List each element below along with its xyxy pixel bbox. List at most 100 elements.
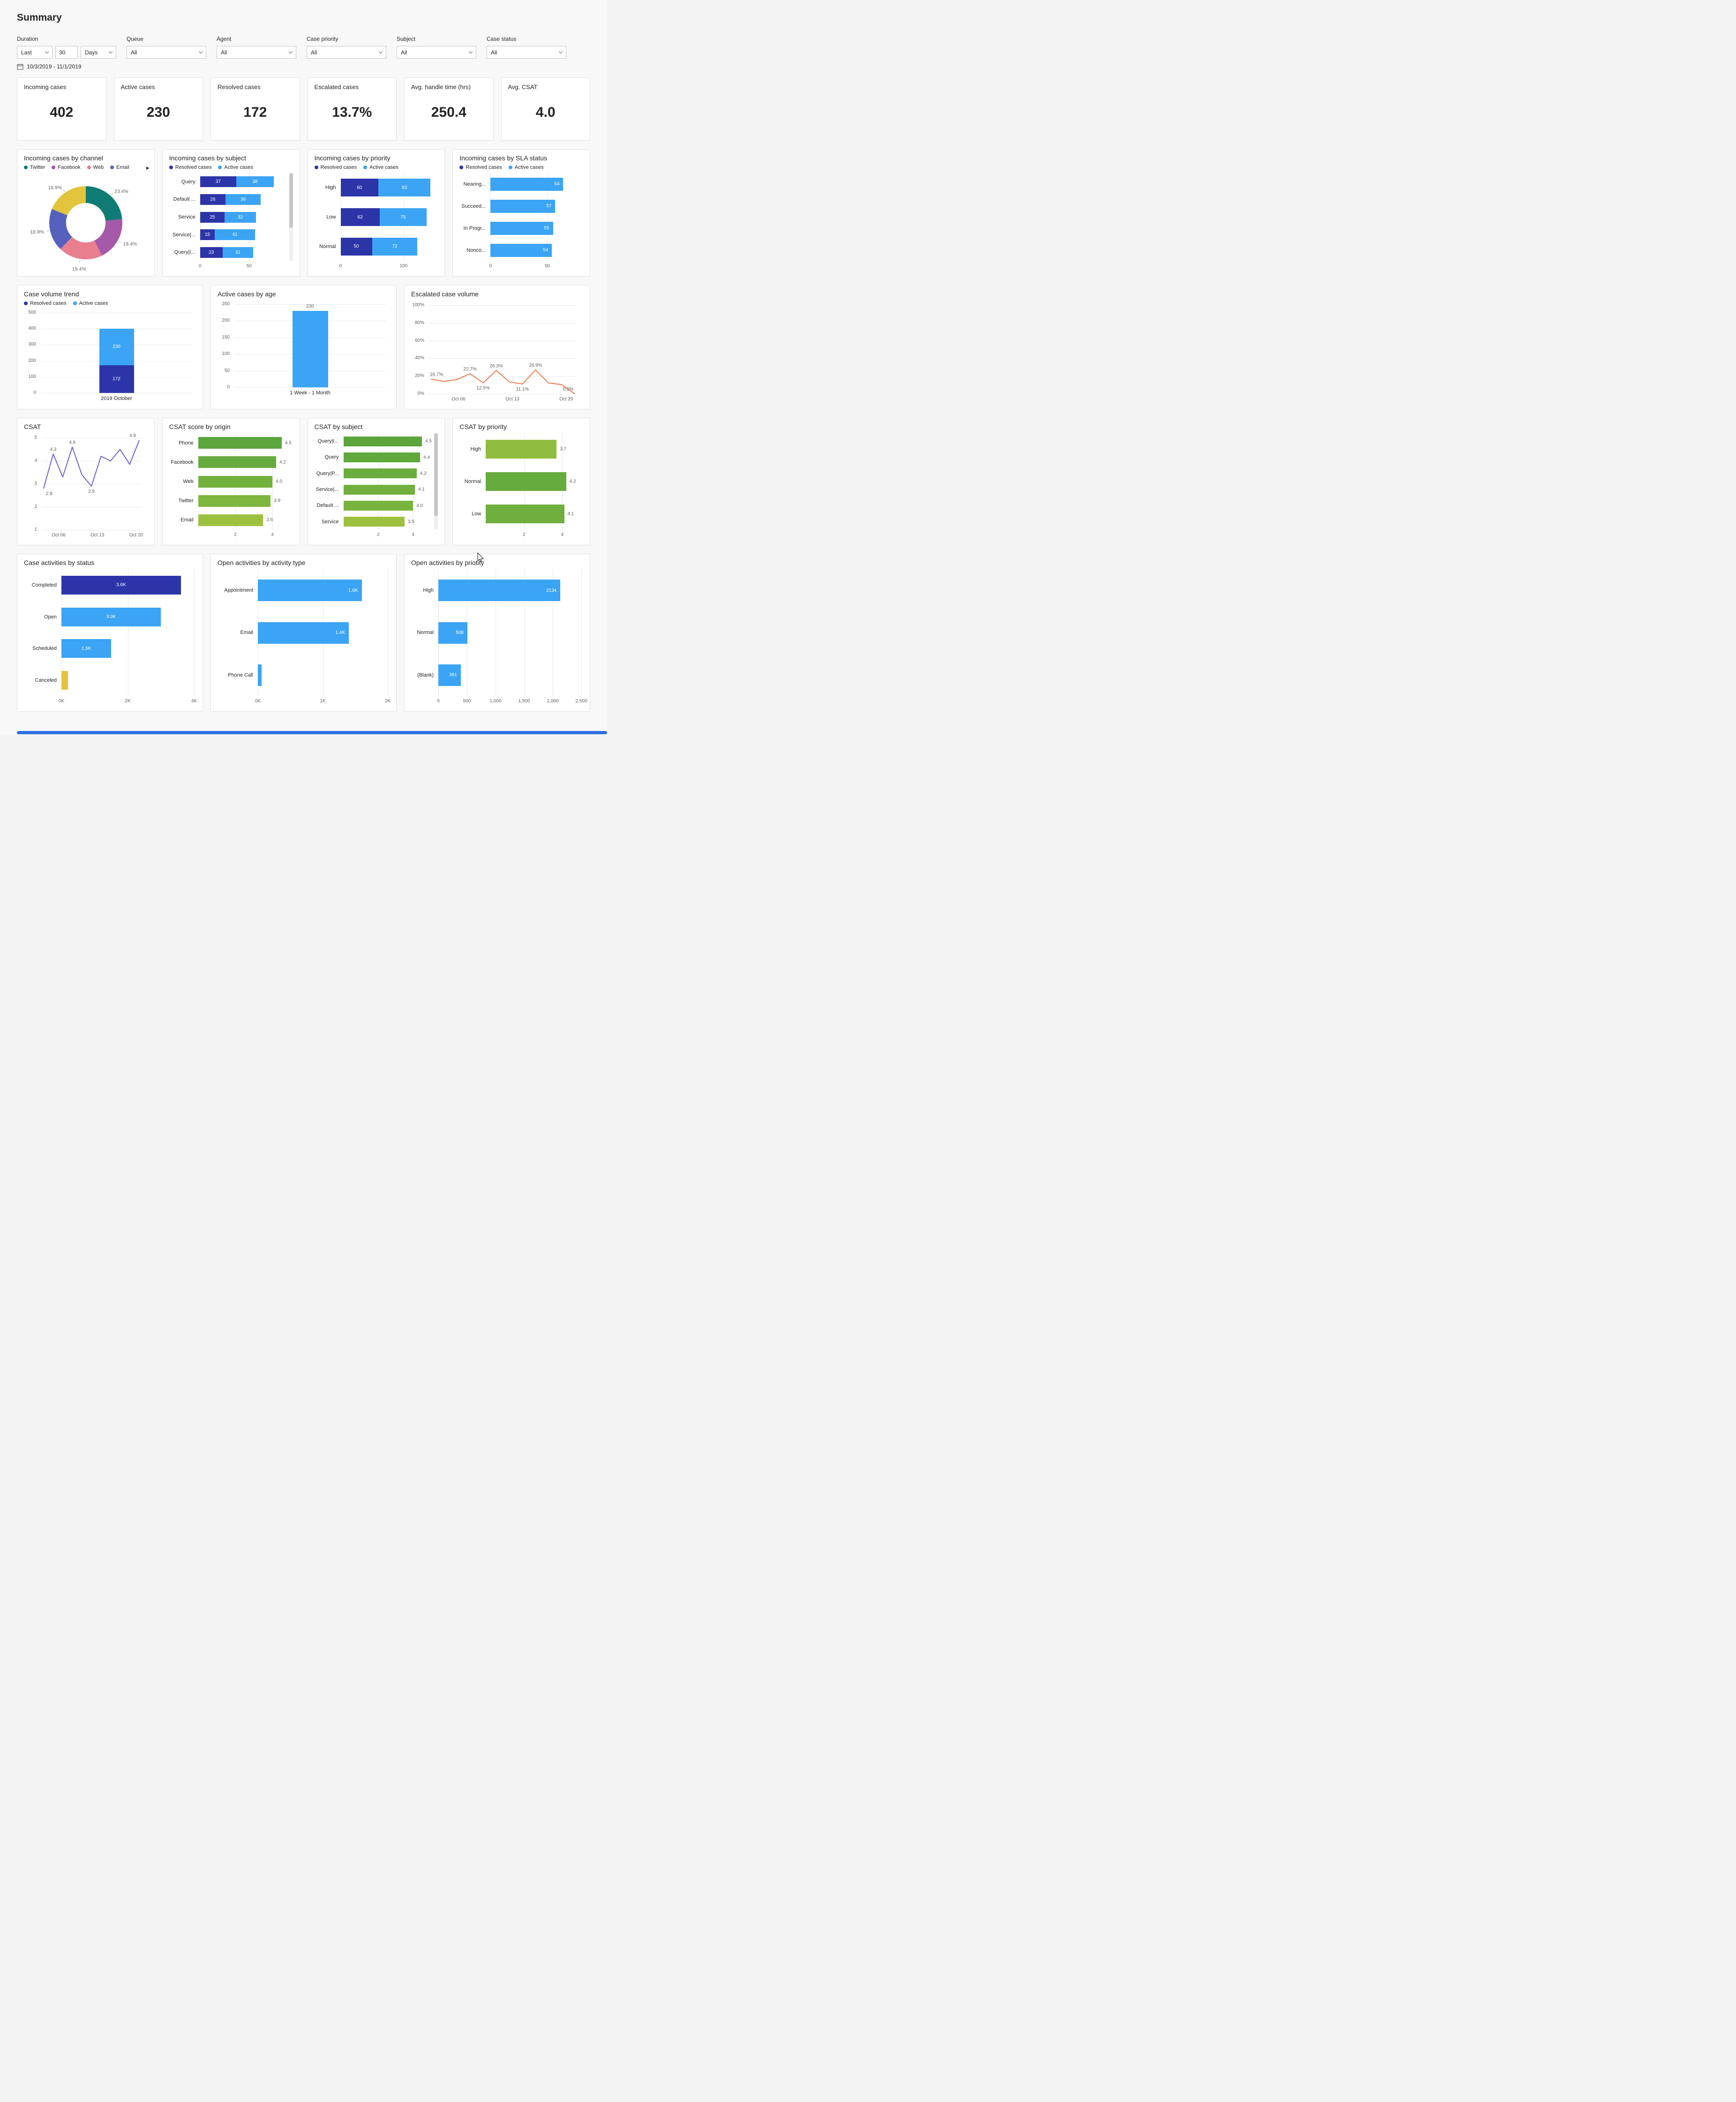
bar[interactable] <box>198 456 277 468</box>
legend-item[interactable]: Resolved cases <box>169 165 211 170</box>
x-axis-tick-label: 50 <box>544 264 550 269</box>
date-range[interactable]: 10/3/2019 - 11/1/2019 <box>17 63 590 70</box>
trend-line[interactable] <box>430 369 575 394</box>
grid-line <box>581 569 582 696</box>
horizontal-scrollbar[interactable] <box>17 731 607 734</box>
bar[interactable] <box>198 514 263 526</box>
legend-item[interactable]: Web <box>87 165 104 170</box>
bar[interactable]: 54 <box>490 243 552 257</box>
legend-item[interactable]: Resolved cases <box>314 165 357 170</box>
legend-item[interactable]: Active cases <box>363 165 398 170</box>
bar[interactable]: 55 <box>490 221 553 235</box>
legend-item[interactable]: Email <box>110 165 129 170</box>
legend-item[interactable]: Resolved cases <box>459 165 502 170</box>
bar-segment[interactable]: 37 <box>200 176 237 188</box>
bar[interactable] <box>486 440 557 459</box>
chart-card-open-by-priority: Open activities by priotity 2134 508 391 0 5… <box>404 554 590 712</box>
donut-slice[interactable] <box>49 209 72 249</box>
trend-line[interactable] <box>43 440 140 489</box>
bar-segment[interactable]: 50 <box>340 237 372 256</box>
bar-segment[interactable]: 23 <box>200 247 223 258</box>
queue-select[interactable]: All <box>127 46 206 59</box>
scrollbar-track[interactable] <box>434 433 438 530</box>
bar-segment[interactable]: 41 <box>215 229 255 241</box>
filter-label-case-status: Case status <box>487 36 517 42</box>
bar[interactable]: 3.6K <box>61 575 181 595</box>
bar[interactable] <box>198 475 273 488</box>
bar-segment[interactable]: 62 <box>340 208 380 226</box>
bar[interactable] <box>61 671 68 690</box>
bar-segment[interactable]: 26 <box>200 194 226 205</box>
legend-overflow-arrow-icon[interactable]: ▶ <box>146 166 150 170</box>
chart-legend: Resolved cases Active cases <box>314 165 438 170</box>
bar-segment[interactable]: 75 <box>379 208 427 226</box>
scrollbar-track[interactable] <box>289 173 293 261</box>
donut-slice[interactable] <box>86 186 122 221</box>
bar[interactable]: 1.6K <box>258 580 362 602</box>
bar-segment[interactable]: 60 <box>340 179 379 197</box>
bar-segment[interactable]: 230 <box>99 328 134 366</box>
bar-value-label: 23 <box>209 249 214 255</box>
bar-row: 4.2 <box>486 472 581 491</box>
bar[interactable]: 3.0K <box>61 607 161 626</box>
bar[interactable] <box>343 452 421 462</box>
bar-segment[interactable]: 38 <box>236 176 274 188</box>
donut-slice[interactable] <box>60 237 102 260</box>
case-priority-select[interactable]: All <box>307 46 386 59</box>
bar[interactable]: 2134 <box>438 580 561 602</box>
point-label: 16.7% <box>430 372 443 377</box>
legend-item[interactable]: Facebook <box>52 165 81 170</box>
bar[interactable] <box>343 436 422 446</box>
duration-number-input[interactable] <box>55 46 78 59</box>
bar[interactable] <box>343 501 413 511</box>
bar[interactable] <box>486 504 564 523</box>
bar[interactable] <box>258 664 262 686</box>
filter-label-queue: Queue <box>127 36 144 42</box>
x-axis-tick-label: 0K <box>255 699 261 704</box>
bar-segment[interactable]: 36 <box>225 194 261 205</box>
plot-area: 4.5 4.2 4.0 3.9 3.5 <box>198 433 292 530</box>
scrollbar-thumb[interactable] <box>289 173 293 228</box>
bar[interactable]: 57 <box>490 199 556 213</box>
bar-segment[interactable]: 83 <box>378 179 431 197</box>
kpi-label: Incoming cases <box>24 83 67 90</box>
legend-item[interactable]: Twitter <box>24 165 45 170</box>
subject-select[interactable]: All <box>397 46 476 59</box>
donut-slice[interactable] <box>52 186 86 216</box>
scrollbar-thumb[interactable] <box>434 433 438 517</box>
bar-segment[interactable]: 25 <box>200 211 225 223</box>
bar[interactable] <box>343 484 415 495</box>
bar-segment[interactable] <box>292 311 328 387</box>
agent-select[interactable]: All <box>217 46 296 59</box>
x-axis-tick-label: 2 <box>234 532 237 537</box>
duration-unit-select[interactable]: Days <box>81 46 116 59</box>
grid-line <box>378 433 379 530</box>
bar-segment[interactable]: 72 <box>372 237 418 256</box>
bar[interactable] <box>486 472 566 491</box>
bar-segment[interactable]: 32 <box>225 211 256 223</box>
point-label: 0.0% <box>563 387 574 392</box>
legend-item[interactable]: Active cases <box>218 165 253 170</box>
legend-item[interactable]: Active cases <box>73 301 108 306</box>
legend-item[interactable]: Active cases <box>508 165 544 170</box>
bar-segment[interactable]: 31 <box>222 247 253 258</box>
bar[interactable]: 508 <box>438 622 467 644</box>
bar-segment[interactable]: 172 <box>99 365 134 393</box>
bar[interactable] <box>343 517 405 527</box>
bar[interactable]: 64 <box>490 177 564 191</box>
bar[interactable]: 1.4K <box>258 622 349 644</box>
point-label: 22.7% <box>464 367 477 372</box>
bar[interactable] <box>343 468 417 479</box>
bar-segment[interactable]: 15 <box>200 229 215 241</box>
legend-item[interactable]: Resolved cases <box>24 301 67 306</box>
bar[interactable]: 1.5K <box>61 639 112 658</box>
bar[interactable] <box>198 437 282 449</box>
donut-slice[interactable] <box>94 219 122 256</box>
kpi-value: 13.7% <box>332 105 372 120</box>
bar[interactable]: 391 <box>438 664 461 686</box>
y-axis-tick-label: 200 <box>28 358 36 363</box>
bar[interactable] <box>198 495 271 507</box>
case-status-select[interactable]: All <box>487 46 566 59</box>
duration-mode-select[interactable]: Last <box>17 46 53 59</box>
category-label: Query|I... <box>174 249 195 256</box>
